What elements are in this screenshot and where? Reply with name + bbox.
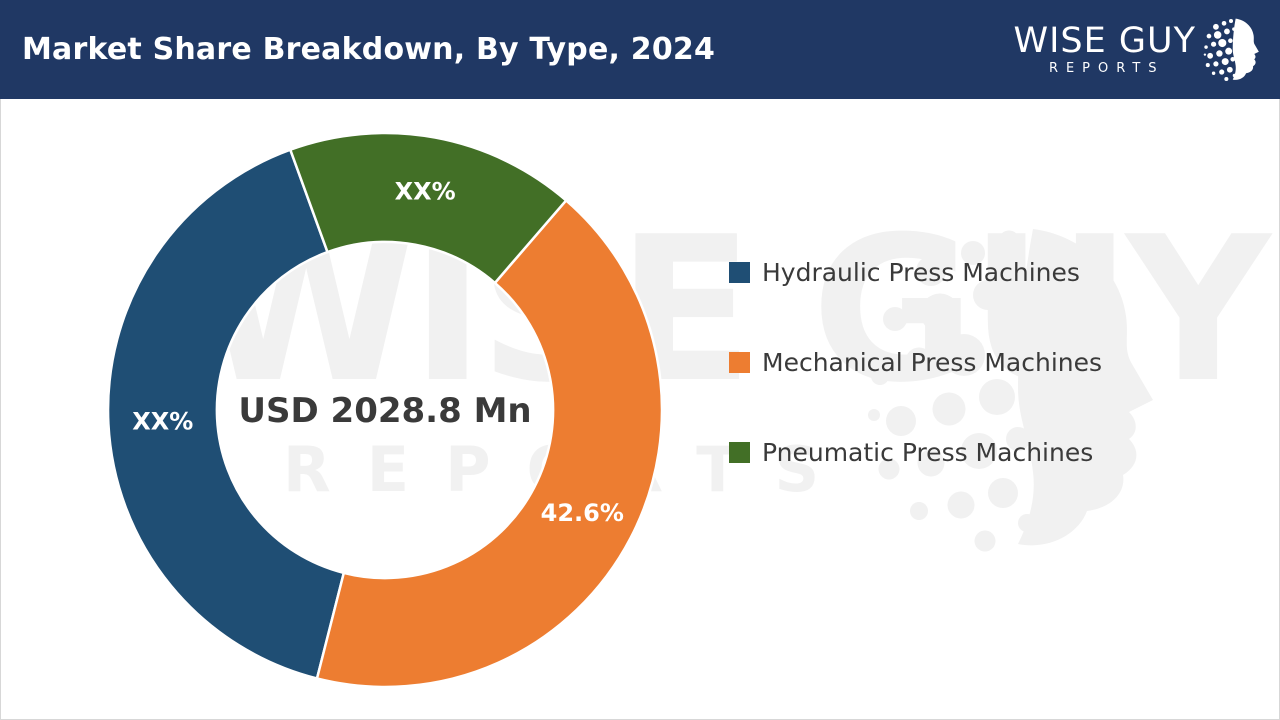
slice-value-label: 42.6% xyxy=(541,499,624,527)
logo-wordmark: WISE GUY xyxy=(1013,21,1196,61)
legend-swatch-mechanical xyxy=(729,351,750,373)
logo-subtext: REPORTS xyxy=(1048,61,1165,76)
logo-face-icon xyxy=(1203,18,1259,81)
header-bar: Market Share Breakdown, By Type, 2024 WI… xyxy=(0,0,1280,99)
donut-slice-mechanical-press-machines xyxy=(315,199,664,689)
legend: Hydraulic Press Machines Mechanical Pres… xyxy=(729,257,1102,527)
legend-swatch-pneumatic xyxy=(729,441,750,463)
legend-label: Mechanical Press Machines xyxy=(762,347,1103,377)
legend-label: Pneumatic Press Machines xyxy=(762,437,1094,467)
chart-center-value: USD 2028.8 Mn xyxy=(238,391,531,431)
donut-slice-hydraulic-press-machines xyxy=(106,148,346,680)
legend-item-hydraulic: Hydraulic Press Machines xyxy=(729,257,1102,287)
donut-slice-pneumatic-press-machines xyxy=(289,131,568,285)
legend-item-mechanical: Mechanical Press Machines xyxy=(729,347,1102,377)
page-title: Market Share Breakdown, By Type, 2024 xyxy=(22,32,716,67)
legend-label: Hydraulic Press Machines xyxy=(762,257,1080,287)
wiseguy-logo: WISE GUY REPORTS xyxy=(1013,15,1260,85)
chart-area: WISE GUY REPORTS USD 2028.8 Mn XX%42.6%X… xyxy=(0,99,1280,720)
legend-swatch-hydraulic xyxy=(729,261,750,283)
slice-value-label: XX% xyxy=(132,408,193,436)
logo-wordmark-block: WISE GUY REPORTS xyxy=(1013,21,1196,76)
legend-item-pneumatic: Pneumatic Press Machines xyxy=(729,437,1102,467)
donut-chart: USD 2028.8 Mn XX% 42.6% XX% xyxy=(106,131,664,689)
slice-value-label: XX% xyxy=(395,178,456,206)
